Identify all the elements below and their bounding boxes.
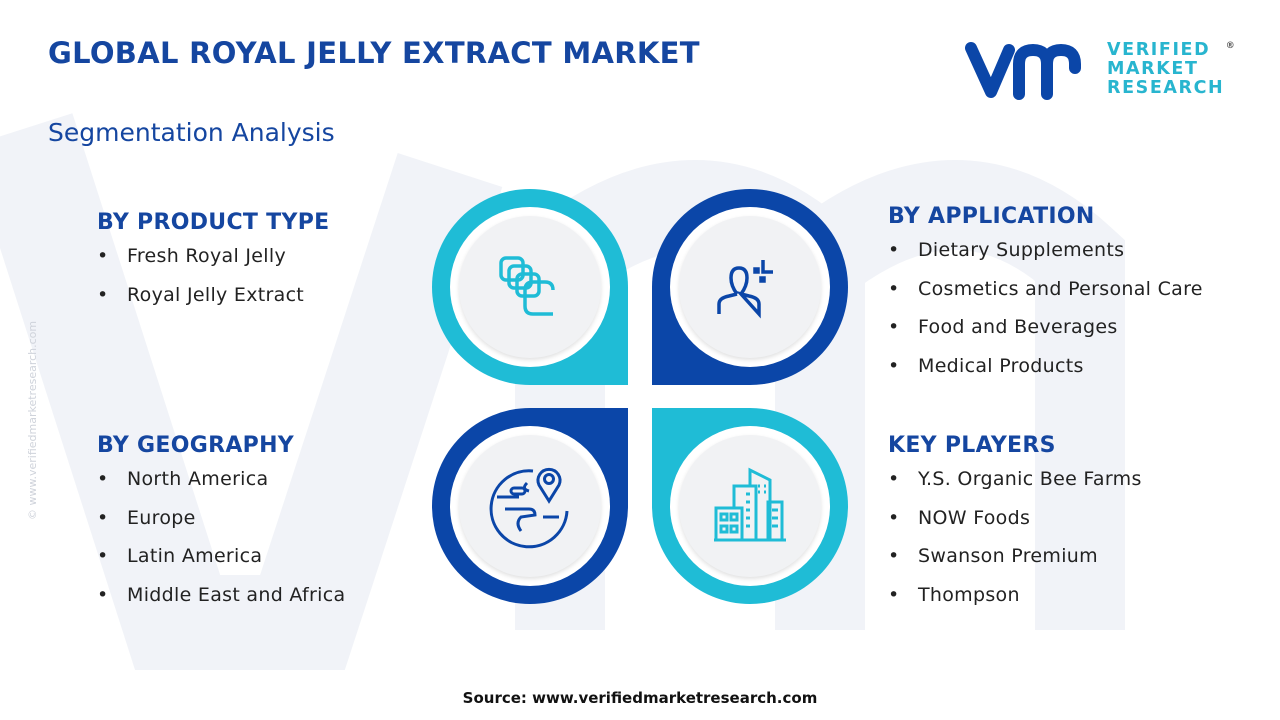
user-icon [717,260,773,319]
segment-product-type: BY PRODUCT TYPE • Fresh Royal Jelly • Roya… [97,210,329,322]
segment-application: BY APPLICATION • Dietary Supplements • Cos… [888,204,1203,393]
segment-key-players: KEY PLAYERS • Y.S. Organic Bee Farms • NOW… [888,433,1142,622]
list-item: • Middle East and Africa [97,583,346,606]
company-logo: VERIFIED MARKET RESEARCH ® [965,38,1235,100]
vmr-logo-icon [965,42,1081,100]
registered-mark: ® [1225,40,1237,51]
application-badge [652,189,848,385]
buildings-icon [714,467,786,542]
list-item: • Food and Beverages [888,316,1118,338]
list-item: • Fresh Royal Jelly [97,245,286,267]
list-item: • Medical Products [888,354,1084,377]
segment-geography: BY GEOGRAPHY • North America • Europe • Lat… [97,433,345,622]
list-item: • Swanson Premium [888,545,1098,567]
list-item: • Thompson [888,583,1020,606]
product-type-badge [432,189,628,385]
list-item: • Dietary Supplements [888,239,1125,261]
page-subtitle: Segmentation Analysis [48,118,335,147]
segment-title: KEY PLAYERS [888,433,1056,458]
segment-title: BY PRODUCT TYPE [97,210,330,235]
key-players-badge [652,408,848,604]
logo-line: VERIFIED [1107,39,1211,60]
globe-pin-icon [489,467,569,549]
segment-title: BY APPLICATION [888,204,1095,229]
list-item: • Cosmetics and Personal Care [888,277,1203,300]
logo-line: MARKET [1107,58,1199,79]
geography-badge [432,408,628,604]
list-item: • Royal Jelly Extract [97,283,305,306]
list-item: • Y.S. Organic Bee Farms [888,468,1142,490]
layers-icon [499,256,555,316]
list-item: • Latin America [97,545,263,567]
page-title: GLOBAL ROYAL JELLY EXTRACT MARKET [48,36,700,70]
side-watermark-text: © www.verifiedmarketresearch.com [26,320,39,520]
source-footer: Source: www.verifiedmarketresearch.com [462,689,818,707]
segment-title: BY GEOGRAPHY [97,433,295,458]
logo-line: RESEARCH [1107,77,1225,98]
list-item: • NOW Foods [888,506,1031,529]
list-item: • North America [97,468,269,490]
list-item: • Europe [97,506,196,529]
